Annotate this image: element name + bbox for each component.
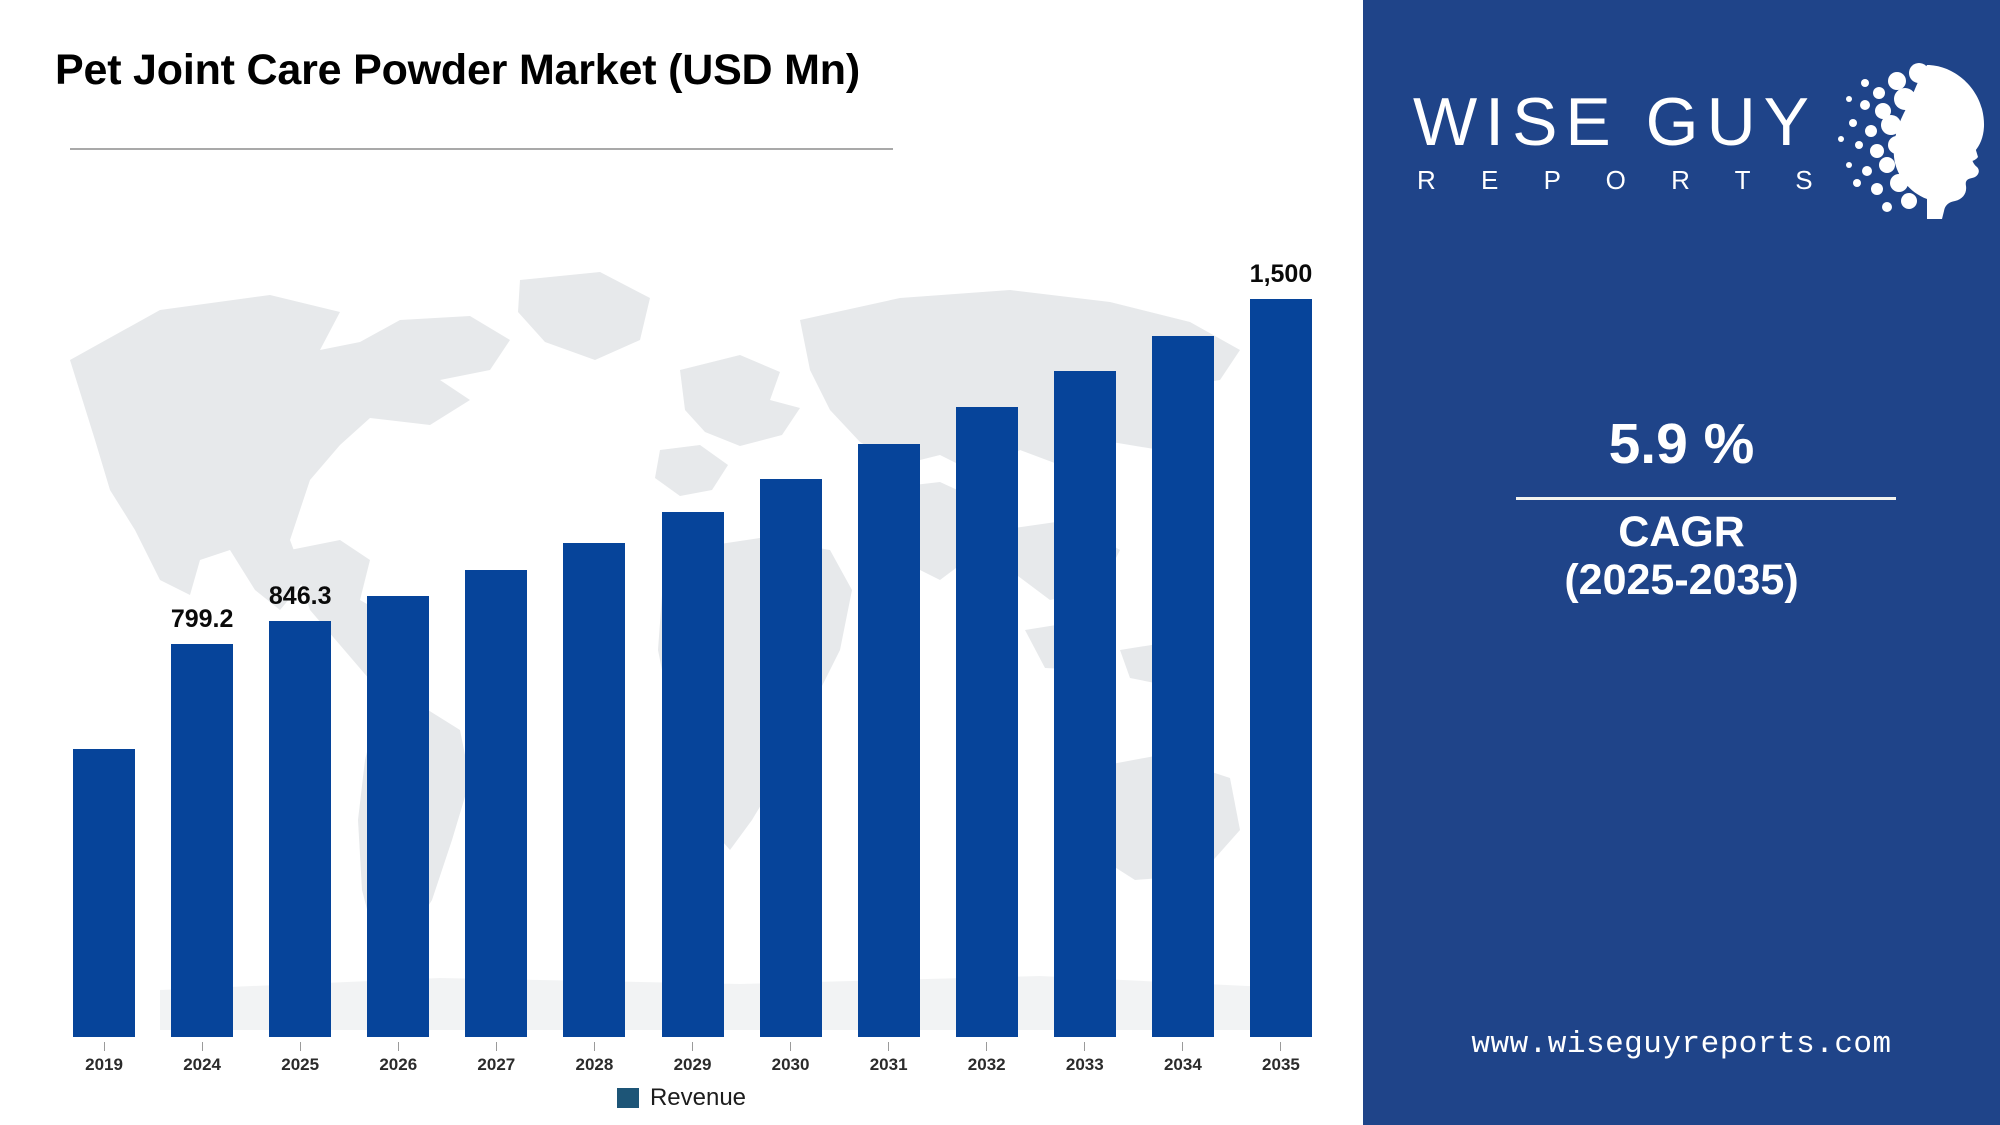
title-divider	[70, 148, 893, 150]
bar-2026[interactable]	[367, 250, 430, 1037]
bar-rect-2028[interactable]	[563, 543, 626, 1037]
x-tick-mark	[1182, 1042, 1184, 1051]
x-tick-label: 2033	[1065, 1055, 1104, 1074]
x-tick-label: 2035	[1262, 1055, 1300, 1074]
x-tick-2024: 2024	[142, 1042, 262, 1075]
website-url[interactable]: www.wiseguyreports.com	[1471, 1027, 1892, 1062]
bar-2035[interactable]: 1,500	[1250, 250, 1312, 1037]
x-tick-label: 2027	[477, 1055, 516, 1074]
bar-rect-2024[interactable]	[171, 644, 234, 1037]
x-tick-2033: 2033	[1025, 1042, 1145, 1075]
bar-2031[interactable]	[857, 250, 920, 1037]
x-tick-mark	[1280, 1042, 1282, 1051]
x-tick-mark	[103, 1042, 105, 1051]
bar-rect-2035[interactable]	[1249, 299, 1312, 1037]
dotted-head-profile-icon	[1779, 59, 1994, 219]
chart-panel: Pet Joint Care Powder Market (USD Mn)	[0, 46, 1363, 1112]
bar-rect-2019[interactable]	[73, 749, 136, 1037]
legend-swatch-revenue	[616, 1088, 639, 1108]
x-tick-label: 2030	[771, 1055, 810, 1074]
x-tick-2035: 2035	[1221, 1042, 1341, 1075]
x-tick-2034: 2034	[1123, 1042, 1243, 1075]
bar-rect-2032[interactable]	[955, 407, 1018, 1037]
bar-rect-2031[interactable]	[857, 444, 920, 1037]
x-tick-2026: 2026	[338, 1042, 458, 1075]
chart-legend: Revenue	[0, 1084, 1363, 1112]
x-tick-mark	[593, 1042, 595, 1051]
x-tick-mark	[299, 1042, 301, 1051]
x-tick-label: 2019	[85, 1055, 123, 1074]
bar-2028[interactable]	[563, 250, 626, 1037]
bar-2027[interactable]	[465, 250, 528, 1037]
x-tick-mark	[986, 1042, 988, 1051]
x-tick-label: 2025	[281, 1055, 320, 1074]
x-tick-label: 2028	[575, 1055, 614, 1074]
bar-2029[interactable]	[661, 250, 724, 1037]
x-tick-label: 2034	[1163, 1055, 1202, 1074]
x-tick-mark	[201, 1042, 203, 1051]
x-tick-label: 2024	[183, 1055, 222, 1074]
page-title: Pet Joint Care Powder Market (USD Mn)	[55, 46, 860, 94]
x-tick-label: 2026	[379, 1055, 418, 1074]
bar-rect-2034[interactable]	[1151, 336, 1214, 1037]
cagr-label-line2: (2025-2035)	[1564, 556, 1799, 605]
x-tick-mark	[495, 1042, 497, 1051]
x-tick-2032: 2032	[927, 1042, 1047, 1075]
bar-2034[interactable]	[1151, 250, 1214, 1037]
bar-2019[interactable]	[73, 250, 136, 1037]
brand-panel: WISE GUY R E P O R T S	[1363, 0, 2000, 1125]
bar-rect-2026[interactable]	[367, 596, 430, 1037]
bar-2030[interactable]	[759, 250, 822, 1037]
x-tick-mark	[1084, 1042, 1086, 1051]
cagr-label-line1: CAGR	[1618, 508, 1745, 556]
x-tick-label: 2032	[967, 1055, 1006, 1074]
x-tick-2028: 2028	[534, 1042, 654, 1075]
bar-value-label-2025: 846.3	[268, 582, 332, 610]
chart-plot-area: 799.2 846.3 1,500	[55, 250, 1330, 1037]
bar-rect-2030[interactable]	[759, 479, 822, 1037]
bar-value-label-2024: 799.2	[170, 605, 234, 633]
x-tick-2031: 2031	[829, 1042, 949, 1075]
x-tick-2030: 2030	[731, 1042, 851, 1075]
bar-rect-2029[interactable]	[661, 512, 724, 1037]
x-tick-2029: 2029	[633, 1042, 753, 1075]
x-tick-label: 2031	[869, 1055, 908, 1074]
logo-primary-text: WISE GUY	[1413, 84, 1818, 160]
legend-label-revenue: Revenue	[649, 1084, 747, 1111]
bar-2025[interactable]: 846.3	[269, 250, 331, 1037]
x-tick-mark	[692, 1042, 693, 1051]
x-axis-line	[55, 1037, 1330, 1038]
x-tick-2025: 2025	[240, 1042, 360, 1075]
bar-rect-2027[interactable]	[465, 570, 528, 1037]
x-tick-2027: 2027	[436, 1042, 556, 1075]
bar-rect-2033[interactable]	[1053, 371, 1116, 1037]
bar-rect-2025[interactable]	[269, 621, 332, 1037]
bar-2024[interactable]: 799.2	[171, 250, 233, 1037]
x-tick-mark	[888, 1042, 890, 1051]
wiseguy-logo[interactable]: WISE GUY R E P O R T S	[1383, 55, 1985, 219]
x-tick-mark	[790, 1042, 792, 1051]
x-tick-2019: 2019	[44, 1042, 164, 1075]
bar-2032[interactable]	[955, 250, 1018, 1037]
bar-2033[interactable]	[1053, 250, 1116, 1037]
cagr-value: 5.9 %	[1608, 412, 1755, 476]
x-tick-mark	[397, 1042, 399, 1051]
cagr-divider	[1516, 497, 1896, 500]
bar-value-label-2035: 1,500	[1249, 260, 1313, 288]
cagr-label: CAGR (2025-2035)	[1363, 508, 2000, 604]
x-tick-label: 2029	[673, 1055, 712, 1074]
logo-secondary-text: R E P O R T S	[1417, 165, 1832, 195]
